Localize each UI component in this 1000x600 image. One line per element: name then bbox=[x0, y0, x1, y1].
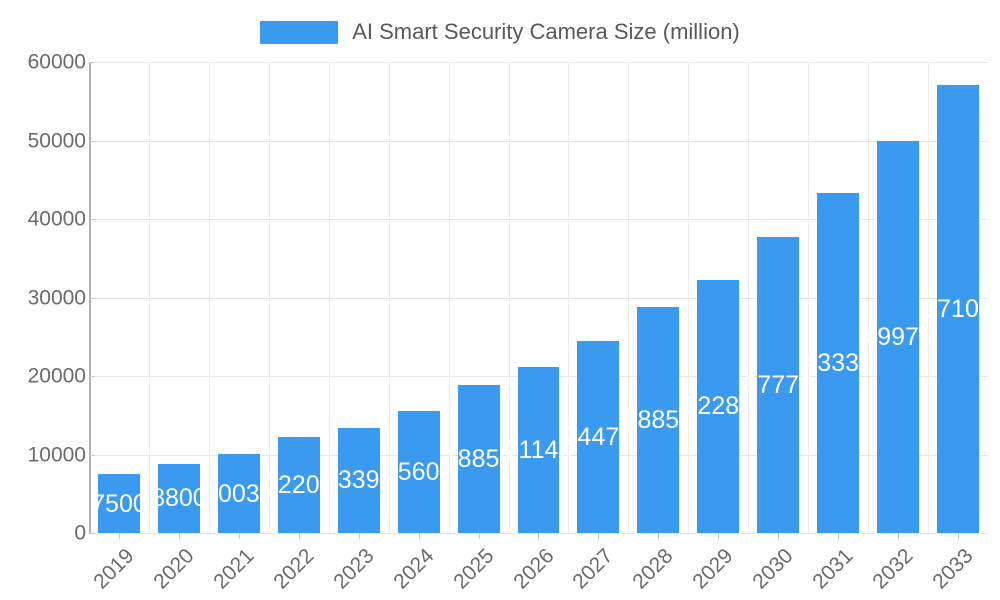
x-axis-tick-mark bbox=[479, 533, 480, 539]
bar-2027[interactable]: 24470 bbox=[564, 62, 633, 533]
bar-2033[interactable]: 57100 bbox=[923, 62, 993, 533]
gridline-vertical bbox=[568, 62, 569, 533]
bar-rect[interactable] bbox=[577, 340, 620, 533]
x-axis-tick-label: 2022 bbox=[269, 544, 319, 594]
x-axis-tick-mark bbox=[958, 533, 959, 539]
gridline-horizontal bbox=[89, 140, 988, 142]
legend-label: AI Smart Security Camera Size (million) bbox=[352, 19, 740, 44]
gridline-horizontal bbox=[89, 297, 988, 299]
gridline-vertical bbox=[688, 62, 689, 533]
bar-2024[interactable]: 15600 bbox=[384, 62, 453, 533]
x-axis-labels: 2019 2020 2021 2022 2023 2024 2025 2026 2027 2028… bbox=[89, 533, 988, 600]
x-axis-tick-mark bbox=[898, 533, 899, 539]
x-axis-tick-mark bbox=[538, 533, 539, 539]
x-axis-tick-label: 2019 bbox=[89, 544, 139, 594]
y-axis-tick-label: 40000 bbox=[27, 207, 86, 231]
legend-color-swatch bbox=[260, 20, 339, 44]
bar-rect[interactable] bbox=[457, 385, 500, 533]
x-axis-tick-label: 2027 bbox=[568, 544, 618, 594]
x-axis-tick-mark bbox=[179, 533, 180, 539]
y-axis-tick-mark bbox=[89, 376, 95, 377]
x-axis-tick-mark bbox=[239, 533, 240, 539]
gridline-vertical bbox=[928, 62, 929, 533]
y-axis-tick-label: 20000 bbox=[27, 364, 86, 388]
bar-rect[interactable] bbox=[217, 454, 260, 533]
bar-2026[interactable]: 21140 bbox=[505, 62, 572, 533]
x-axis-tick-mark bbox=[598, 533, 599, 539]
bar-rect[interactable] bbox=[697, 279, 740, 533]
bar-2032[interactable]: 49970 bbox=[863, 62, 933, 533]
y-axis-tick-mark bbox=[89, 219, 95, 220]
x-axis-tick-label: 2023 bbox=[328, 544, 379, 594]
bar-2020[interactable]: 8800 bbox=[151, 62, 207, 533]
x-axis-tick-mark bbox=[838, 533, 839, 539]
gridline-horizontal bbox=[89, 219, 988, 220]
x-axis-tick-label: 2030 bbox=[748, 544, 798, 594]
bar-2025[interactable]: 18850 bbox=[444, 62, 513, 533]
x-axis-tick-label: 2032 bbox=[868, 544, 918, 594]
gridline-vertical bbox=[748, 62, 749, 533]
y-axis-tick-label: 0 bbox=[74, 521, 86, 545]
gridline-vertical bbox=[269, 62, 270, 533]
y-axis-tick-label: 50000 bbox=[27, 129, 86, 152]
bar-2019[interactable]: 7500 bbox=[91, 62, 147, 533]
x-axis-tick-label: 2024 bbox=[388, 544, 439, 594]
bar-2028[interactable]: 28850 bbox=[624, 62, 693, 533]
gridline-horizontal bbox=[89, 62, 988, 63]
y-axis-tick-mark bbox=[89, 533, 95, 534]
y-axis-tick-mark bbox=[89, 62, 95, 63]
bar-2022[interactable]: 12200 bbox=[264, 62, 334, 533]
x-axis-tick-label: 2026 bbox=[508, 544, 559, 594]
gridline-vertical bbox=[389, 62, 390, 533]
x-axis-tick-mark bbox=[119, 533, 120, 539]
gridline-vertical bbox=[209, 62, 210, 533]
y-axis-tick-label: 30000 bbox=[27, 286, 86, 309]
y-axis-tick-mark bbox=[89, 297, 95, 299]
bar-2031[interactable]: 43330 bbox=[803, 62, 873, 533]
gridline-vertical bbox=[329, 62, 330, 533]
bar-rect[interactable] bbox=[97, 474, 140, 533]
bar-rect[interactable] bbox=[637, 306, 680, 533]
y-axis-tick-mark bbox=[89, 454, 95, 456]
bar-rect[interactable] bbox=[337, 427, 380, 533]
bar-2030[interactable]: 37770 bbox=[743, 62, 813, 533]
bar-rect[interactable] bbox=[157, 463, 200, 533]
x-axis-tick-mark bbox=[718, 533, 719, 539]
gridline-vertical bbox=[868, 62, 869, 533]
bar-rect[interactable] bbox=[937, 84, 979, 533]
x-axis-tick-mark bbox=[419, 533, 420, 539]
bar-rect[interactable] bbox=[517, 367, 560, 533]
bar-2029[interactable]: 32280 bbox=[684, 62, 753, 533]
x-axis-tick-label: 2020 bbox=[149, 544, 199, 594]
gridline-vertical bbox=[509, 62, 510, 533]
bar-rect[interactable] bbox=[277, 437, 320, 533]
bar-rect[interactable] bbox=[877, 140, 920, 533]
x-axis-tick-label: 2025 bbox=[448, 544, 499, 594]
x-axis-tick-mark bbox=[658, 533, 659, 539]
bar-2021[interactable]: 10030 bbox=[204, 62, 274, 533]
plot-area: 7500 8800 10030 12200 13390 15600 18850 21140 24… bbox=[89, 62, 993, 534]
x-axis-tick-mark bbox=[299, 533, 300, 539]
chart-legend[interactable]: AI Smart Security Camera Size (million) bbox=[0, 14, 1000, 50]
y-axis-tick-mark bbox=[89, 140, 95, 142]
y-axis-tick-label: 10000 bbox=[27, 443, 86, 466]
bar-2023[interactable]: 13390 bbox=[324, 62, 393, 533]
bar-rect[interactable] bbox=[397, 410, 440, 533]
x-axis-tick-label: 2028 bbox=[628, 544, 678, 594]
x-axis-tick-mark bbox=[778, 533, 779, 539]
gridline-vertical bbox=[628, 62, 629, 533]
bar-rect[interactable] bbox=[757, 236, 800, 533]
gridline-vertical bbox=[808, 62, 809, 533]
gridline-vertical bbox=[449, 62, 450, 533]
gridline-vertical bbox=[149, 62, 150, 533]
x-axis-tick-label: 2031 bbox=[808, 544, 858, 594]
x-axis-tick-label: 2033 bbox=[928, 544, 978, 594]
x-axis-tick-label: 2021 bbox=[209, 544, 259, 594]
y-axis-labels: 0 10000 20000 30000 40000 50000 60000 bbox=[0, 0, 86, 600]
bar-rect[interactable] bbox=[817, 192, 860, 533]
y-axis-tick-label: 60000 bbox=[27, 50, 86, 74]
x-axis-tick-mark bbox=[359, 533, 360, 539]
x-axis-tick-label: 2029 bbox=[688, 544, 738, 594]
